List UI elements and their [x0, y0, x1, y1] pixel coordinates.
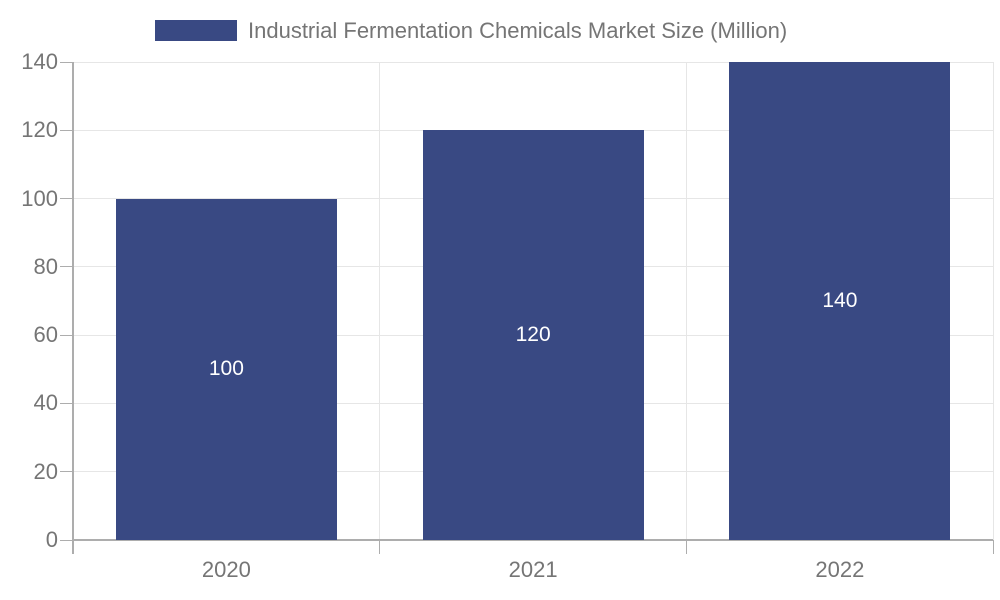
y-axis-tick — [60, 61, 73, 63]
y-tick-label: 20 — [33, 458, 58, 484]
y-axis-tick — [60, 266, 73, 268]
y-tick-label: 60 — [33, 322, 58, 348]
x-axis-line — [73, 539, 994, 541]
y-axis-tick — [60, 129, 73, 131]
y-axis-tick — [60, 471, 73, 473]
y-tick-label: 100 — [21, 185, 58, 211]
bar-2022: 140 — [729, 62, 951, 540]
y-tick-label: 80 — [33, 253, 58, 279]
legend-item[interactable]: Industrial Fermentation Chemicals Market… — [155, 17, 787, 44]
bar-2021: 120 — [422, 130, 644, 540]
x-tick-label: 2020 — [201, 557, 251, 582]
bar-2020: 100 — [115, 198, 337, 540]
bar-value-label: 100 — [208, 357, 244, 381]
x-gridline — [379, 62, 381, 540]
x-axis-tick — [686, 540, 688, 554]
legend-label: Industrial Fermentation Chemicals Market… — [248, 17, 788, 43]
y-axis-line — [72, 62, 74, 554]
y-axis-tick — [60, 198, 73, 200]
x-gridline — [992, 62, 994, 540]
y-axis-tick — [60, 539, 73, 541]
y-tick-label: 120 — [21, 117, 58, 143]
y-axis-tick — [60, 334, 73, 336]
y-tick-label: 40 — [33, 390, 58, 416]
y-tick-label: 140 — [21, 49, 58, 74]
x-axis-tick — [992, 540, 994, 554]
x-tick-label: 2022 — [815, 557, 865, 582]
x-axis-tick — [379, 540, 381, 554]
y-axis-tick — [60, 402, 73, 404]
y-tick-label: 0 — [45, 527, 58, 552]
x-gridline — [686, 62, 688, 540]
legend-swatch — [155, 20, 237, 41]
bar-value-label: 120 — [515, 323, 551, 347]
x-tick-label: 2021 — [508, 557, 558, 582]
bar-value-label: 140 — [822, 289, 858, 312]
y-gridline — [73, 61, 994, 63]
